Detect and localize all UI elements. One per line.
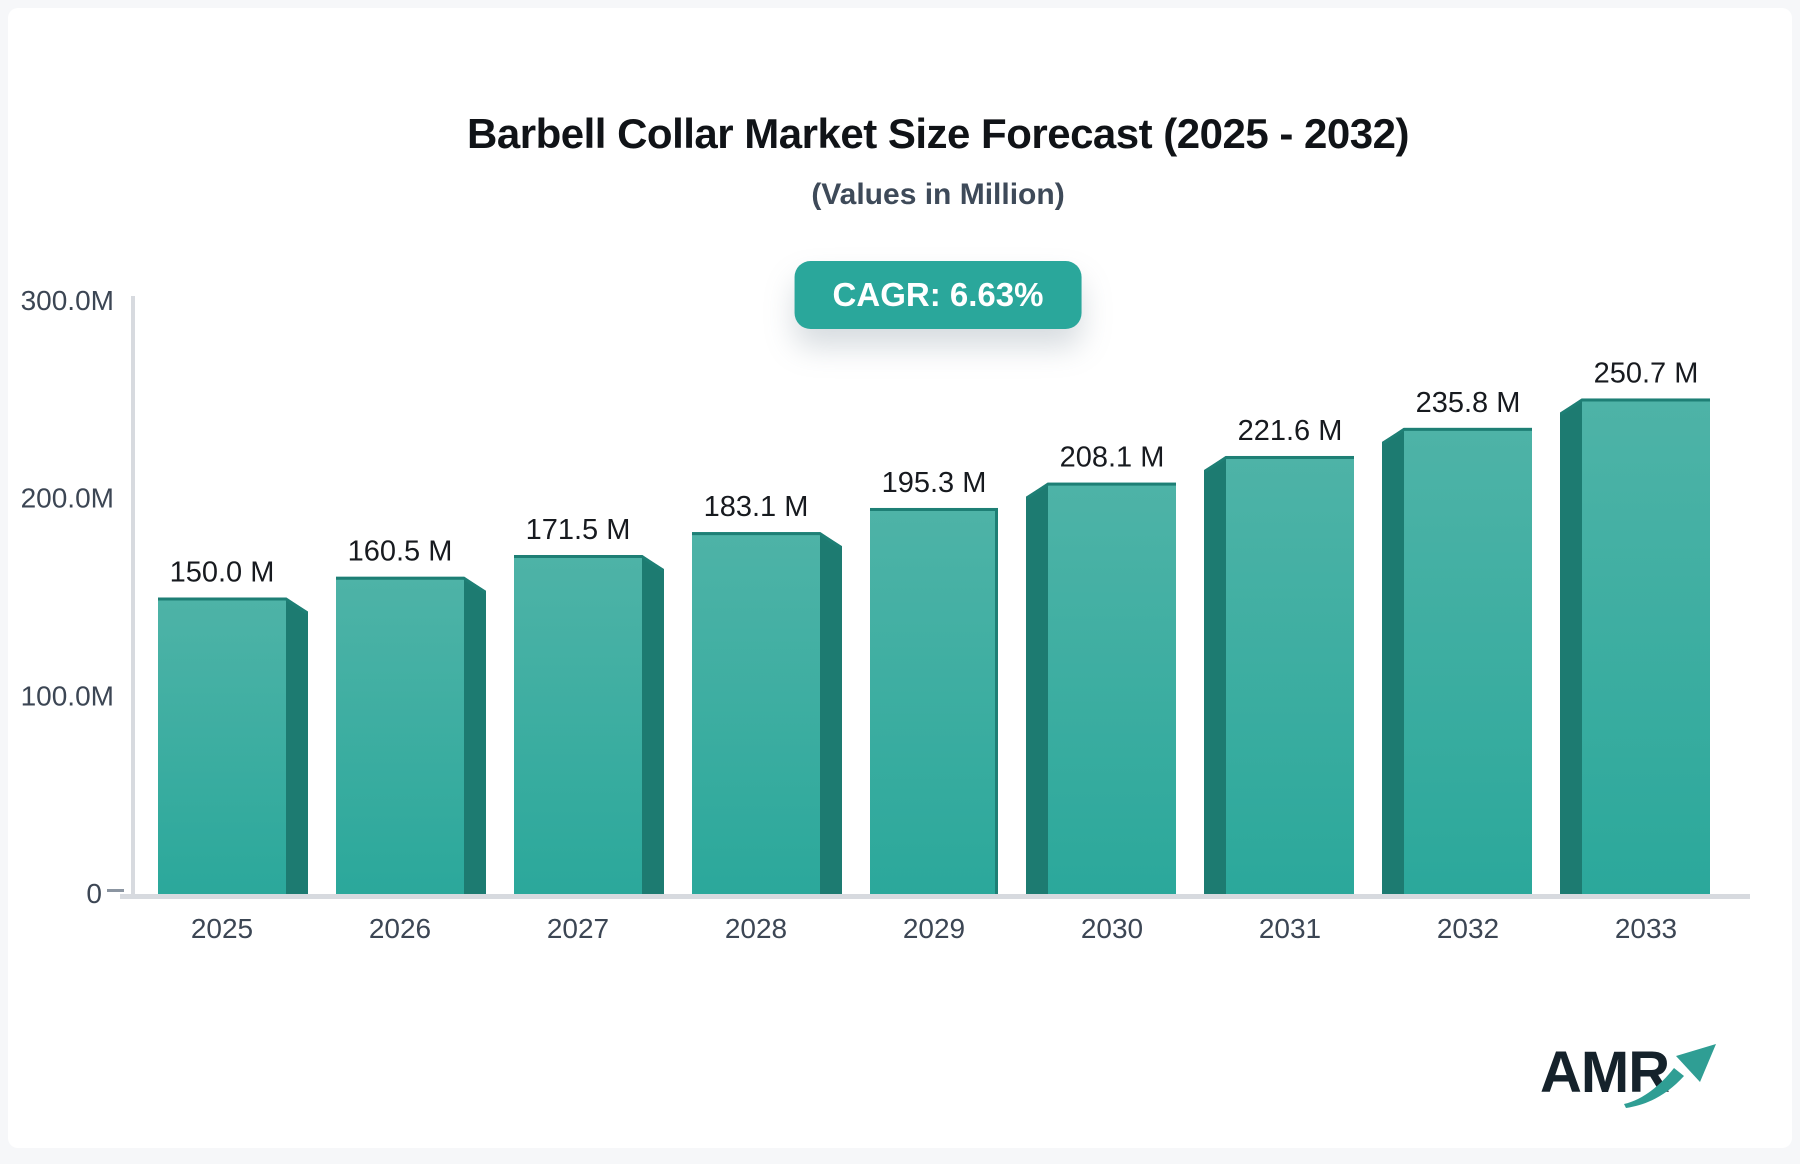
- bar-2030[interactable]: [1026, 482, 1176, 894]
- bar-front-face: [692, 532, 820, 894]
- bar-2028[interactable]: [692, 532, 842, 894]
- bar-2025[interactable]: [158, 597, 308, 894]
- x-axis-label-2031: 2031: [1259, 913, 1321, 944]
- bar-value-label-2026: 160.5 M: [348, 536, 453, 568]
- bar-chart: 0 100.0M 200.0M 300.0M 150.0 M 2025 160.5 M 202…: [21, 285, 1750, 944]
- bar-front-face: [1582, 398, 1710, 894]
- x-axis-label-2032: 2032: [1437, 913, 1499, 944]
- x-axis-label-2025: 2025: [191, 913, 253, 944]
- bar-front-face: [158, 597, 286, 894]
- bar-top-edge: [1560, 398, 1710, 416]
- bar-side-face: [1560, 398, 1582, 894]
- x-axis-label-2027: 2027: [547, 913, 609, 944]
- bar-front-face: [336, 576, 464, 894]
- y-axis-tick-zero: [107, 889, 124, 892]
- bar-top-edge: [1026, 482, 1176, 500]
- amr-logo: AMR: [1540, 1044, 1730, 1130]
- y-axis-label: 300.0M: [21, 285, 114, 316]
- bar-top-edge: [336, 576, 486, 594]
- bar-side-face: [820, 532, 842, 894]
- bar-value-label-2029: 195.3 M: [882, 467, 987, 499]
- bar-side-face: [1026, 482, 1048, 894]
- bar-2029[interactable]: [870, 507, 998, 894]
- bar-2026[interactable]: [336, 576, 486, 894]
- cagr-badge: CAGR: 6.63%: [794, 261, 1082, 329]
- bar-2032[interactable]: [1382, 427, 1532, 894]
- x-axis-line: [120, 894, 1750, 899]
- bar-value-label-2032: 235.8 M: [1416, 387, 1521, 419]
- bar-side-face: [642, 554, 664, 894]
- bar-front-face: [1048, 482, 1176, 894]
- bar-side-face: [1204, 455, 1226, 894]
- amr-logo-text: AMR: [1540, 1040, 1670, 1105]
- bar-top-edge: [692, 532, 842, 549]
- y-axis-line: [131, 296, 135, 894]
- bar-2031[interactable]: [1204, 455, 1354, 894]
- x-axis-label-2033: 2033: [1615, 913, 1677, 944]
- bar-value-label-2031: 221.6 M: [1238, 415, 1343, 447]
- bar-front-face: [514, 554, 642, 894]
- x-axis-label-2030: 2030: [1081, 913, 1143, 944]
- page-title: Barbell Collar Market Size Forecast (202…: [467, 110, 1409, 157]
- bar-value-label-2030: 208.1 M: [1060, 442, 1165, 474]
- bar-top-edge: [514, 554, 664, 572]
- y-axis-label: 0: [86, 878, 102, 909]
- bar-value-label-2027: 171.5 M: [526, 514, 631, 546]
- page-subtitle: (Values in Million): [811, 178, 1065, 211]
- bar-side-face: [464, 576, 486, 894]
- bar-side-face: [286, 597, 308, 894]
- bar-top-edge: [1382, 427, 1532, 445]
- bar-front-face: [870, 507, 998, 894]
- bar-front-face: [1404, 427, 1532, 894]
- bar-2027[interactable]: [514, 554, 664, 894]
- bar-top-edge: [1204, 455, 1354, 473]
- x-axis-label-2029: 2029: [903, 913, 965, 944]
- bar-top-edge: [158, 597, 308, 615]
- bar-top-edge: [870, 507, 998, 894]
- growth-arrow-icon: [1624, 1044, 1716, 1108]
- chart-card: Barbell Collar Market Size Forecast (202…: [8, 8, 1792, 1148]
- bar-2033[interactable]: [1560, 398, 1710, 894]
- x-axis-label-2028: 2028: [725, 913, 787, 944]
- y-axis-label: 100.0M: [21, 680, 114, 711]
- y-axis-label: 200.0M: [21, 483, 114, 514]
- bar-side-face: [1382, 427, 1404, 894]
- bar-value-label-2028: 183.1 M: [704, 491, 809, 523]
- x-axis-label-2026: 2026: [369, 913, 431, 944]
- bar-value-label-2033: 250.7 M: [1594, 357, 1699, 389]
- bar-front-face: [1226, 455, 1354, 894]
- bar-value-label-2025: 150.0 M: [170, 556, 275, 588]
